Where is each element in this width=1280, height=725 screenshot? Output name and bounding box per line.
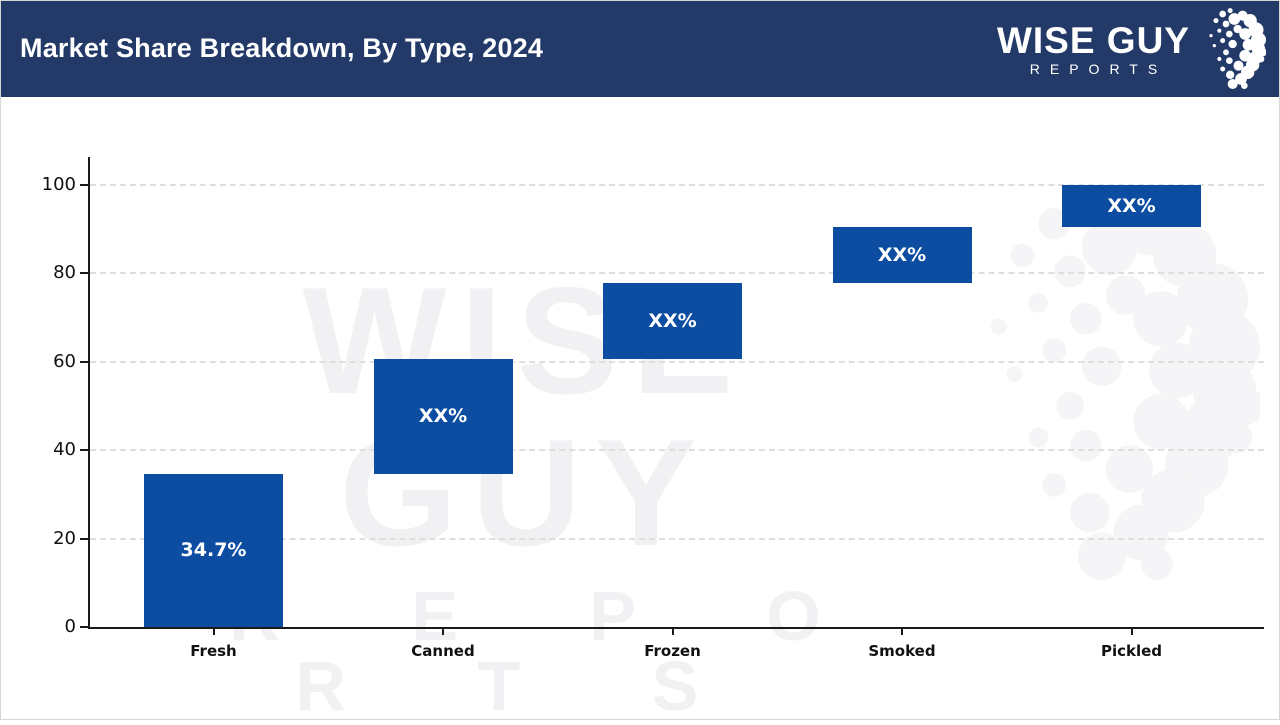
bar-value-label: XX%: [648, 309, 697, 332]
y-axis-tick-label: 40: [53, 439, 76, 461]
x-axis-label-pickled: Pickled: [1100, 642, 1163, 660]
gridline: [90, 272, 1264, 275]
gridline: [90, 537, 1264, 540]
bar-value-label: XX%: [877, 243, 927, 266]
x-axis-tick: [212, 627, 215, 635]
gridline: [90, 184, 1264, 186]
brand-subname: REPORTS: [1029, 60, 1168, 77]
bar-frozen: XX%: [603, 282, 742, 359]
y-axis-tick-label: 80: [53, 262, 76, 284]
gridline: [90, 449, 1264, 452]
y-axis-tick: [80, 449, 88, 452]
x-axis-tick: [671, 627, 674, 635]
plot-area: 0 20 40 60 80 100 34.7% Fresh XX% Canned XX% Frozen…: [42, 157, 1264, 660]
y-axis-tick-label: 20: [53, 527, 76, 549]
brand-logo-text: WISE GUY REPORTS: [997, 22, 1190, 76]
bar-value-label: XX%: [418, 405, 468, 428]
bar-value-label: 34.7%: [180, 539, 247, 562]
header-bar: Market Share Breakdown, By Type, 2024 WI…: [0, 0, 1280, 97]
x-axis-label-canned: Canned: [411, 642, 475, 660]
y-axis-tick: [80, 360, 88, 363]
y-axis-tick-label: 100: [41, 174, 76, 195]
y-axis-tick: [80, 537, 88, 540]
page-title: Market Share Breakdown, By Type, 2024: [20, 33, 544, 63]
gridline: [90, 360, 1264, 363]
brand-name: WISE GUY: [996, 19, 1190, 61]
x-axis-label-frozen: Frozen: [644, 642, 701, 660]
bar-smoked: XX%: [832, 227, 972, 283]
x-axis-label-fresh: Fresh: [190, 642, 237, 660]
x-axis-tick: [442, 627, 444, 635]
y-axis-tick: [80, 272, 88, 275]
y-axis-tick-label: 0: [64, 616, 76, 637]
y-axis-tick-label: 60: [53, 350, 76, 372]
bar-canned: XX%: [373, 358, 513, 474]
x-axis-label-smoked: Smoked: [868, 642, 936, 660]
y-axis-tick: [80, 184, 88, 186]
x-axis-tick: [901, 627, 903, 635]
bar-value-label: XX%: [1107, 195, 1156, 217]
brand-logo: WISE GUY REPORTS: [997, 5, 1266, 93]
x-axis-tick: [1130, 627, 1133, 635]
brand-head-icon: [1186, 5, 1266, 93]
y-axis-tick: [80, 626, 88, 628]
bar-fresh: 34.7%: [144, 473, 283, 627]
bar-pickled: XX%: [1062, 185, 1201, 227]
